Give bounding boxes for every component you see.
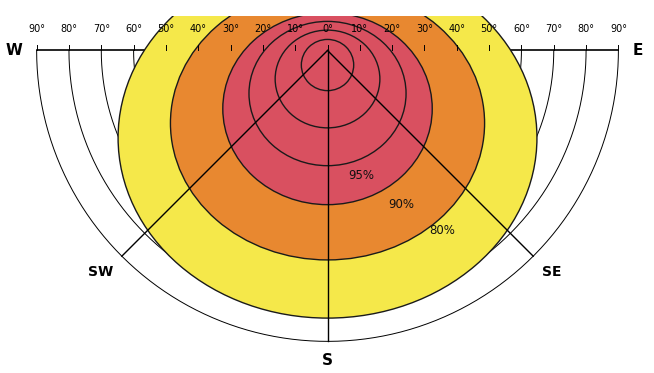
Text: 70°: 70° bbox=[93, 25, 110, 34]
Text: 50°: 50° bbox=[158, 25, 175, 34]
Ellipse shape bbox=[171, 0, 485, 260]
Text: 90°: 90° bbox=[610, 25, 627, 34]
Text: S: S bbox=[322, 353, 333, 368]
Text: 90%: 90% bbox=[388, 198, 415, 211]
Text: SE: SE bbox=[542, 265, 561, 279]
Ellipse shape bbox=[118, 0, 537, 318]
Text: 80%: 80% bbox=[429, 224, 455, 237]
Text: 50°: 50° bbox=[481, 25, 498, 34]
Text: 30°: 30° bbox=[222, 25, 239, 34]
Text: 80°: 80° bbox=[577, 25, 594, 34]
Text: 10°: 10° bbox=[351, 25, 368, 34]
Text: 40°: 40° bbox=[448, 25, 465, 34]
Text: 10°: 10° bbox=[286, 25, 303, 34]
Text: 30°: 30° bbox=[416, 25, 433, 34]
Text: 90°: 90° bbox=[28, 25, 45, 34]
Text: 40°: 40° bbox=[190, 25, 207, 34]
Text: 20°: 20° bbox=[254, 25, 271, 34]
Text: W: W bbox=[5, 43, 22, 58]
Text: E: E bbox=[633, 43, 644, 58]
Text: 20°: 20° bbox=[384, 25, 401, 34]
Text: 80°: 80° bbox=[60, 25, 77, 34]
Text: 60°: 60° bbox=[513, 25, 530, 34]
Text: 70°: 70° bbox=[545, 25, 562, 34]
Text: 60°: 60° bbox=[125, 25, 142, 34]
Text: 0°: 0° bbox=[322, 25, 333, 34]
Text: SW: SW bbox=[88, 265, 113, 279]
Text: 95%: 95% bbox=[348, 169, 374, 182]
Ellipse shape bbox=[223, 13, 432, 205]
